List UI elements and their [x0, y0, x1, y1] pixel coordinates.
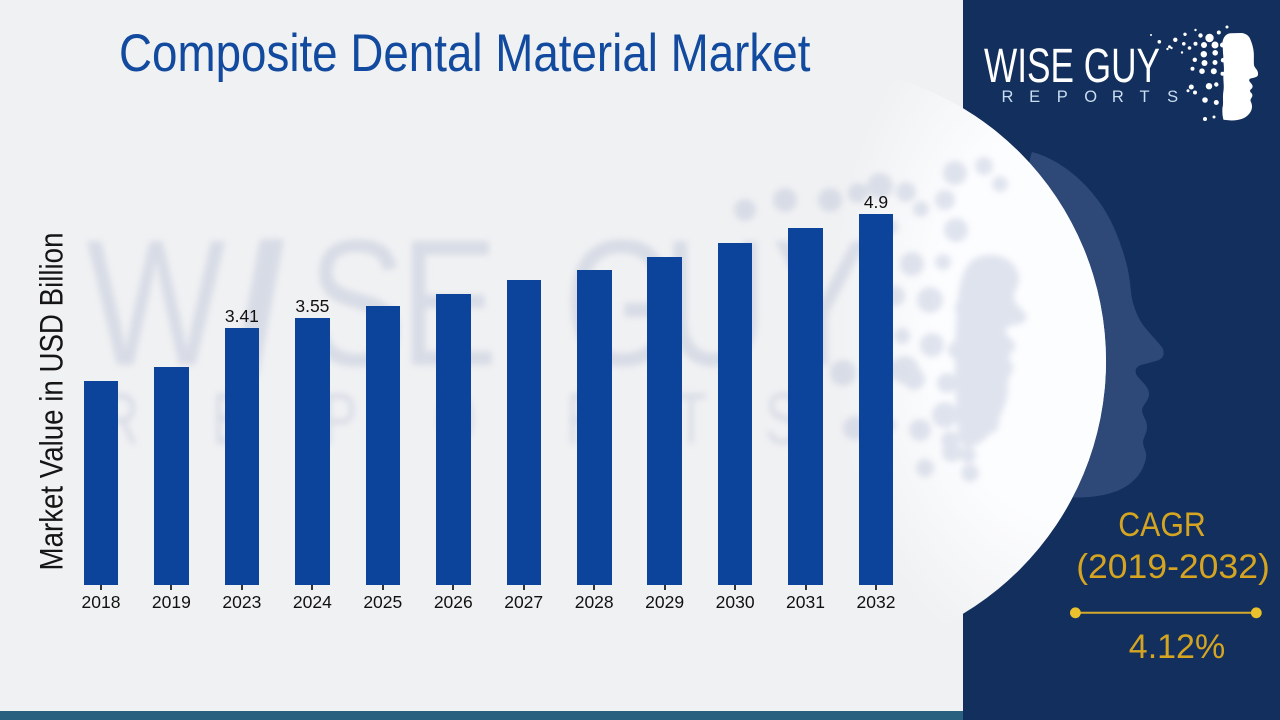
svg-text:WISE GUY: WISE GUY: [984, 39, 1160, 93]
